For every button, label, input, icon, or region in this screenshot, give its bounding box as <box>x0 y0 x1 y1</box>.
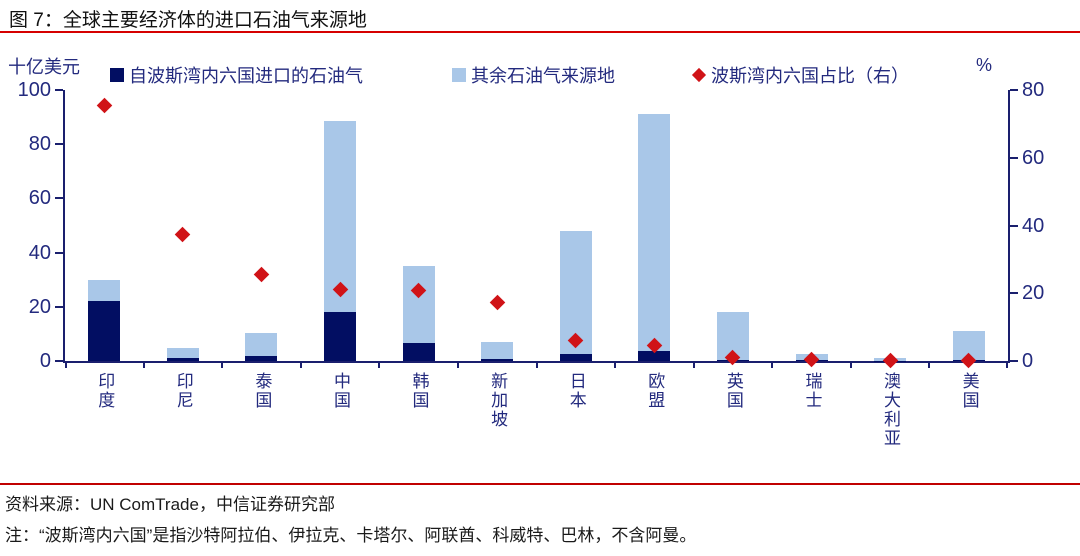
pct-diamond-marker <box>253 266 270 283</box>
x-axis-category-cell: 韩国 <box>379 372 458 410</box>
right-axis-tick-label: 20 <box>1022 282 1045 305</box>
x-axis-category-label: 日本 <box>566 372 586 410</box>
legend-swatch-diamond-icon <box>691 67 707 83</box>
right-axis-tick <box>1010 360 1018 362</box>
pct-diamond-marker <box>175 226 191 243</box>
figure-title: 图 7：全球主要经济体的进口石油气来源地 <box>9 10 367 31</box>
x-axis-tick <box>849 361 852 368</box>
bar-gulf-imports <box>402 342 435 361</box>
right-axis-tick-label: 0 <box>1022 350 1034 372</box>
source-line: 资料来源：UN ComTrade，中信证券研究部 <box>5 495 335 514</box>
left-axis-tick-label: 60 <box>28 187 51 210</box>
x-axis-category-label: 欧盟 <box>645 372 665 410</box>
right-axis-tick <box>1010 224 1018 227</box>
x-axis-tick <box>221 361 224 368</box>
x-axis-category-cell: 欧盟 <box>615 372 694 410</box>
legend-item-other-sources: 其余石油气来源地 <box>452 62 615 88</box>
x-axis-category-label: 新加坡 <box>488 372 508 429</box>
note-line: 注：“波斯湾内六国”是指沙特阿拉伯、伊拉克、卡塔尔、阿联酋、科威特、巴林，不含阿… <box>5 526 697 545</box>
bar-gulf-imports <box>166 357 199 361</box>
left-axis-tick-label: 0 <box>39 350 51 372</box>
bar-other-sources <box>166 347 199 358</box>
legend-item-gulf-imports: 自波斯湾内六国进口的石油气 <box>110 62 363 88</box>
x-axis-category-cell: 新加坡 <box>458 372 537 429</box>
x-axis-category-cell: 印尼 <box>144 372 223 410</box>
x-axis-category-cell: 泰国 <box>222 372 301 410</box>
legend-swatch-gulf-icon <box>110 68 124 82</box>
x-axis-tick <box>535 361 538 368</box>
legend-label-share: 波斯湾内六国占比（右） <box>711 66 909 86</box>
x-axis-category-cell: 澳大利亚 <box>851 372 930 448</box>
x-axis-tick <box>378 361 381 368</box>
legend-label-other: 其余石油气来源地 <box>471 66 615 86</box>
right-axis-unit-label: % <box>976 55 993 75</box>
x-axis-tick <box>456 361 459 368</box>
right-axis-tick-label: 60 <box>1022 146 1045 169</box>
left-axis-tick <box>55 143 63 146</box>
left-axis-tick-label: 40 <box>28 241 51 264</box>
bar-other-sources <box>88 279 121 302</box>
pct-diamond-marker <box>489 294 505 311</box>
x-axis-category-label: 美国 <box>959 372 979 410</box>
x-axis-category-label: 印度 <box>95 372 115 410</box>
x-axis-category-label: 瑞士 <box>802 372 822 410</box>
legend-label-gulf: 自波斯湾内六国进口的石油气 <box>129 66 363 86</box>
x-axis-tick <box>65 361 67 368</box>
bar-gulf-imports <box>245 355 278 361</box>
x-axis-tick <box>1006 361 1008 368</box>
bar-gulf-imports <box>324 312 357 361</box>
pct-diamond-marker <box>96 97 113 114</box>
pct-diamond-marker <box>882 352 898 369</box>
bar-gulf-imports <box>88 301 121 361</box>
left-axis-tick <box>55 251 63 254</box>
x-axis-category-label: 中国 <box>330 372 350 410</box>
footer-rule <box>0 483 1080 485</box>
left-axis-unit-label: 十亿美元 <box>8 57 80 77</box>
x-axis-tick <box>928 361 931 368</box>
left-axis-tick <box>55 197 63 200</box>
right-axis-tick-label: 40 <box>1022 214 1045 237</box>
legend-item-gulf-share: 波斯湾内六国占比（右） <box>691 62 909 88</box>
plot-area: 0 20 40 60 80 100 0 20 40 60 80 印度 印尼 泰国 中国 韩国 新加坡 日本 欧盟 英国… <box>18 79 1045 448</box>
bar-other-sources <box>402 266 435 343</box>
x-axis-tick <box>299 361 302 368</box>
x-axis-tick <box>771 361 774 368</box>
right-axis-tick <box>1010 156 1018 159</box>
x-axis-tick <box>142 361 145 368</box>
left-axis-tick <box>55 89 63 91</box>
x-axis-category-label: 印尼 <box>173 372 193 410</box>
left-axis-tick <box>55 305 63 308</box>
right-axis-tick <box>1010 292 1018 295</box>
x-axis-tick <box>692 361 695 368</box>
x-axis-category-label: 泰国 <box>252 372 272 410</box>
bar-gulf-imports <box>638 350 671 361</box>
bar-gulf-imports <box>559 353 592 361</box>
x-axis-category-label: 澳大利亚 <box>881 372 901 448</box>
x-axis-category-cell: 印度 <box>65 372 144 410</box>
x-axis-tick <box>614 361 617 368</box>
chart-legend: 自波斯湾内六国进口的石油气 其余石油气来源地 波斯湾内六国占比（右） <box>0 62 1080 86</box>
bar-other-sources <box>481 342 514 360</box>
left-axis-tick <box>55 360 63 362</box>
x-axis-category-cell: 英国 <box>694 372 773 410</box>
bar-other-sources <box>638 114 671 351</box>
x-axis-category-cell: 美国 <box>929 372 1008 410</box>
x-axis-category-label: 韩国 <box>409 372 429 410</box>
x-axis-category-cell: 中国 <box>301 372 380 410</box>
x-axis-category-cell: 瑞士 <box>772 372 851 410</box>
x-axis-category-cell: 日本 <box>537 372 616 410</box>
left-axis-tick-label: 20 <box>28 295 51 318</box>
bar-other-sources <box>324 121 357 313</box>
right-axis-tick <box>1010 89 1018 91</box>
title-underline-rule <box>0 31 1080 33</box>
x-axis-category-label: 英国 <box>723 372 743 410</box>
left-axis-tick-label: 100 <box>17 79 51 101</box>
left-axis-tick-label: 80 <box>28 133 51 156</box>
bar-gulf-imports <box>481 359 514 361</box>
bar-other-sources <box>245 333 278 356</box>
right-axis-tick-label: 80 <box>1022 79 1045 101</box>
legend-swatch-other-icon <box>452 68 466 82</box>
